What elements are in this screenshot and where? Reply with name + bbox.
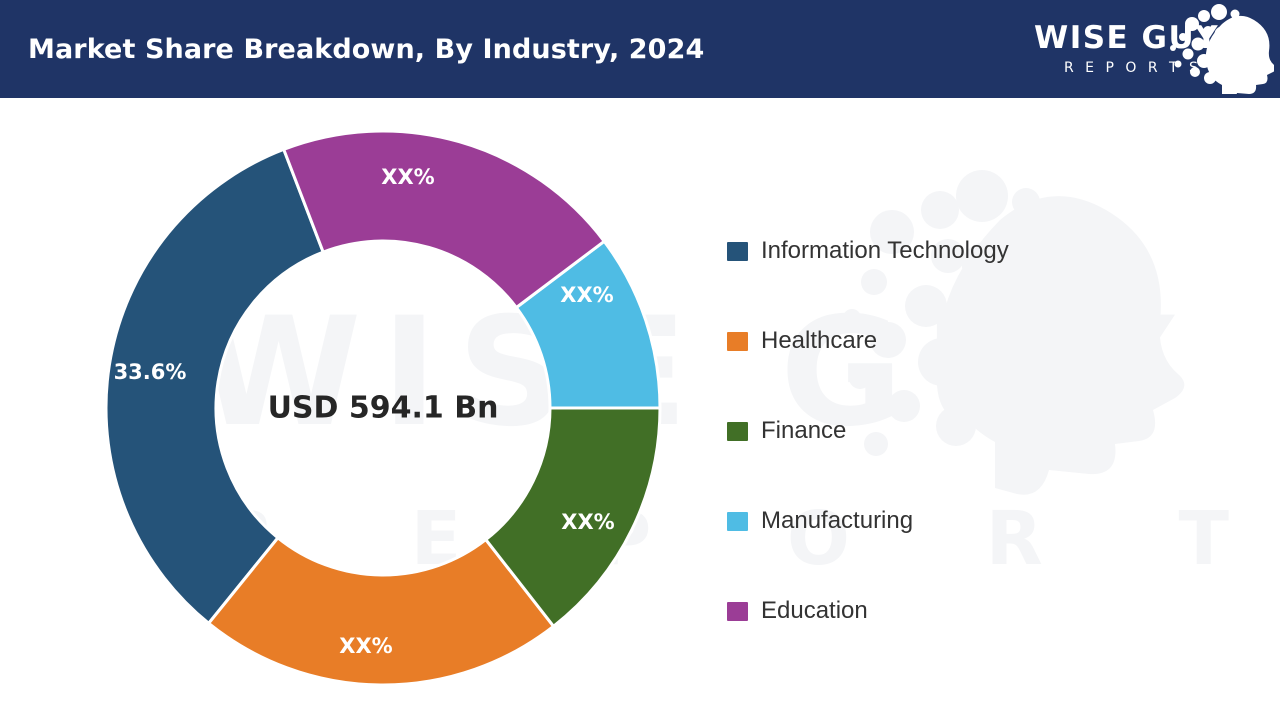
slice-value-label: XX% [381,165,435,189]
watermark-line2: R E P O R T S [218,496,1280,582]
donut-svg [104,129,662,687]
donut-slice[interactable] [281,129,607,310]
slice-value-label: XX% [561,510,615,534]
donut-slice[interactable] [104,147,326,626]
legend-label: Manufacturing [761,507,914,534]
legend-color-swatch [727,332,748,351]
slice-value-label: 33.6% [113,360,187,384]
chart-legend: Information Technology Healthcare Finance M… [727,238,1167,688]
donut-center-label: USD 594.1 Bn [267,390,499,426]
legend-item[interactable]: Healthcare [727,328,1167,418]
donut-slice[interactable] [514,239,662,410]
page-title: Market Share Breakdown, By Industry, 202… [28,34,705,65]
legend-color-swatch [727,242,748,261]
donut-slice[interactable] [483,406,662,629]
legend-label: Healthcare [761,327,878,354]
legend-item[interactable]: Finance [727,418,1167,508]
wise-guy-reports-logo: WISE GUY R E P O R T S [1034,4,1274,94]
donut-chart [95,110,675,690]
legend-color-swatch [727,512,748,531]
legend-label: Information Technology [761,237,1009,264]
watermark-head-icon [843,170,1185,495]
donut-slices [104,129,662,687]
head-silhouette-dots-icon [1170,4,1274,94]
donut-slice[interactable] [206,535,556,687]
legend-color-swatch [727,602,748,621]
legend-label: Education [761,597,868,624]
legend-item[interactable]: Manufacturing [727,508,1167,598]
slice-value-label: XX% [560,283,614,307]
slice-value-label: XX% [339,634,393,658]
legend-color-swatch [727,422,748,441]
legend-item[interactable]: Information Technology [727,238,1167,328]
page-header: Market Share Breakdown, By Industry, 202… [0,0,1280,98]
legend-item[interactable]: Education [727,598,1167,688]
logo-line2: R E P O R T S [1064,60,1201,76]
chart-body: WISE GUY R E P O R T S 33.6%XX%XX%XX% [0,98,1280,720]
legend-label: Finance [761,417,847,444]
